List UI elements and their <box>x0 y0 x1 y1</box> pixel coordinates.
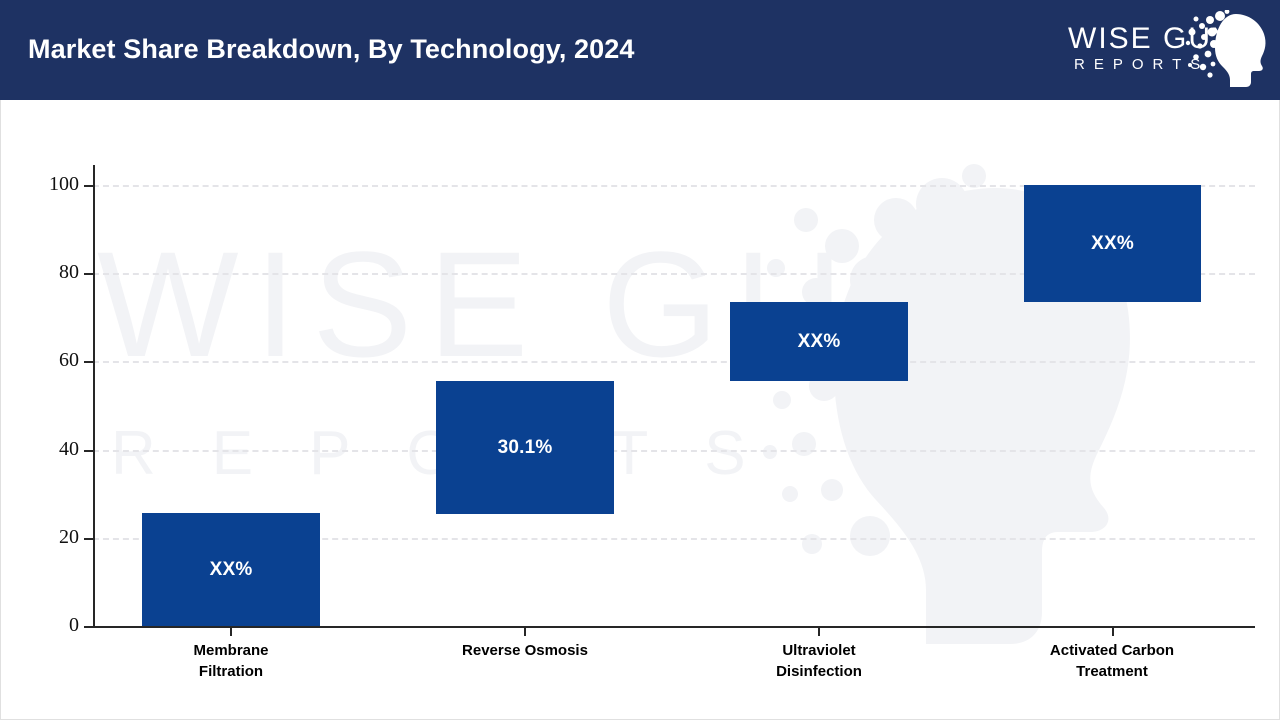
x-tick-label-reverse-osmosis: Reverse Osmosis <box>462 642 588 659</box>
y-tick-100 <box>84 185 94 187</box>
bar-membrane-filtration[interactable]: XX% <box>142 513 320 626</box>
plot-area: XX% 30.1% XX% XX% 100 80 60 40 <box>1 100 1279 719</box>
gridline-100 <box>93 185 1255 187</box>
y-tick-0 <box>84 626 94 628</box>
bar-activated-carbon-treatment[interactable]: XX% <box>1024 185 1201 302</box>
y-tick-label-100: 100 <box>49 173 79 195</box>
y-tick-label-0: 0 <box>69 614 79 636</box>
page-title: Market Share Breakdown, By Technology, 2… <box>28 34 635 64</box>
chart-content-area: WISE GU REPORTS <box>0 100 1280 720</box>
bar-value-label: XX% <box>797 330 841 352</box>
x-tick-label-membrane-filtration: Membrane Filtration <box>193 642 269 680</box>
gridline-60 <box>93 361 1255 363</box>
y-tick-label-60: 60 <box>59 349 79 371</box>
x-tick-3 <box>818 627 820 636</box>
bar-reverse-osmosis[interactable]: 30.1% <box>436 381 614 514</box>
bar-value-label: XX% <box>209 558 253 580</box>
y-axis-line <box>93 165 95 628</box>
page-header: Market Share Breakdown, By Technology, 2… <box>0 0 1280 100</box>
gridline-20 <box>93 538 1255 540</box>
gridline-80 <box>93 273 1255 275</box>
bar-value-label: 30.1% <box>497 436 553 458</box>
x-axis-line <box>93 626 1255 628</box>
head-profile-dots-icon <box>1185 10 1266 87</box>
x-tick-label-ultraviolet-disinfection: Ultraviolet Disinfection <box>776 642 862 680</box>
x-tick-1 <box>230 627 232 636</box>
bar-ultraviolet-disinfection[interactable]: XX% <box>730 302 908 381</box>
bar-value-label: XX% <box>1091 232 1134 254</box>
logo-wordmark-secondary: REPORTS <box>1074 56 1210 73</box>
brand-logo: WISE GUY REPORTS <box>1022 8 1272 92</box>
x-tick-4 <box>1112 627 1114 636</box>
y-tick-label-80: 80 <box>59 261 79 283</box>
x-tick-2 <box>524 627 526 636</box>
y-tick-20 <box>84 538 94 540</box>
y-tick-label-40: 40 <box>59 438 79 460</box>
x-tick-label-activated-carbon-treatment: Activated Carbon Treatment <box>1049 642 1175 680</box>
gridline-40 <box>93 450 1255 452</box>
y-tick-40 <box>84 450 94 452</box>
y-tick-80 <box>84 273 94 275</box>
y-tick-label-20: 20 <box>59 526 79 548</box>
y-tick-60 <box>84 361 94 363</box>
